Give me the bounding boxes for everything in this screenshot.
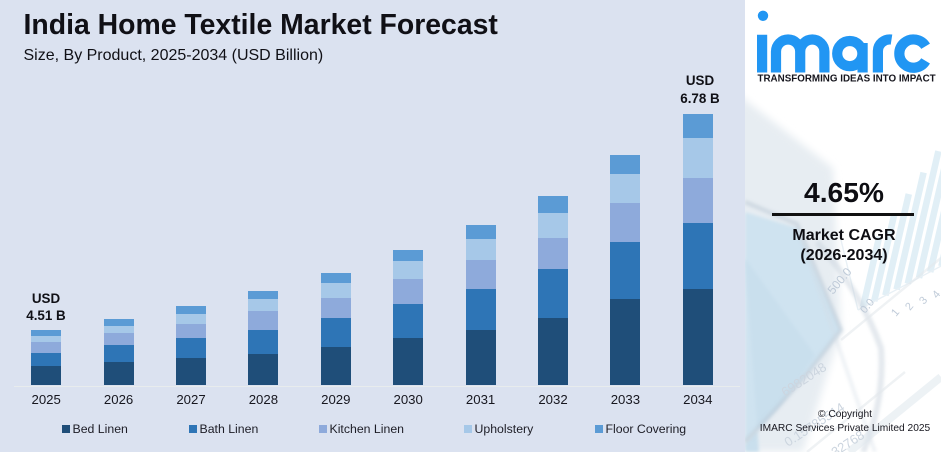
svg-text:3: 3 (917, 295, 930, 307)
svg-text:TRANSFORMING IDEAS INTO IMPACT: TRANSFORMING IDEAS INTO IMPACT (758, 74, 936, 85)
svg-text:2: 2 (903, 301, 916, 313)
svg-text:4: 4 (930, 289, 941, 301)
svg-text:1: 1 (889, 307, 902, 319)
